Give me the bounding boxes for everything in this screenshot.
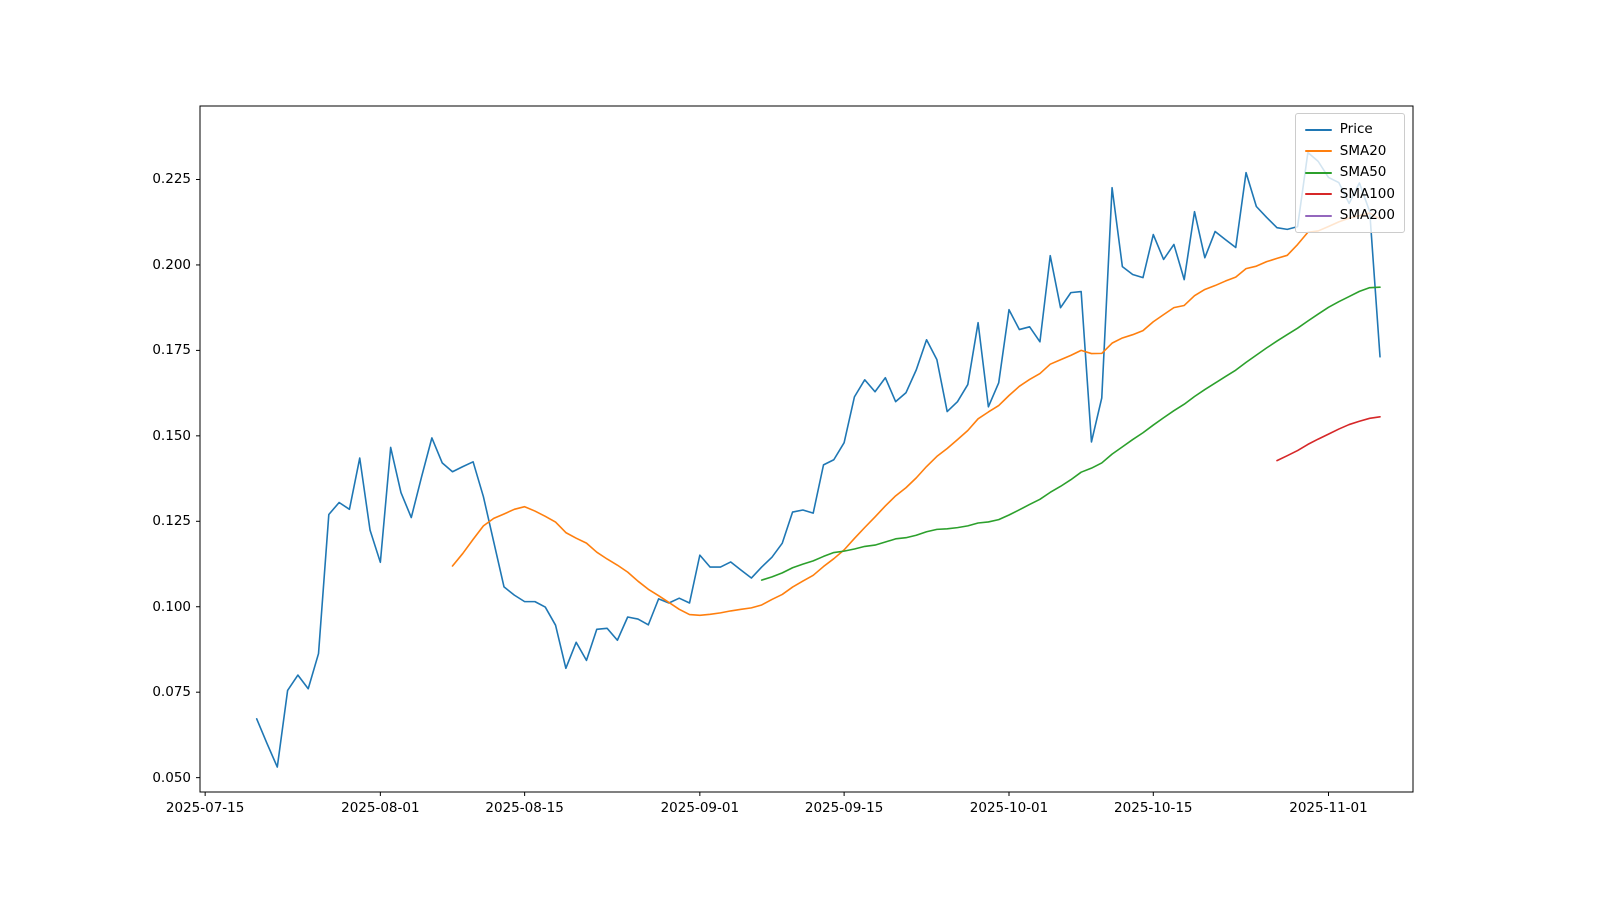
x-tick-label: 2025-09-01 [660,800,740,816]
y-tick-label: 0.100 [152,598,191,615]
axis-ticks [196,178,1329,796]
x-tick-label: 2025-11-01 [1289,800,1368,816]
x-tick-label: 2025-10-01 [969,800,1049,816]
x-tick-label: 2025-08-01 [341,800,420,816]
series-line-price [255,151,1381,768]
sma200-line-sample [1304,214,1332,217]
legend-label: SMA50 [1339,164,1387,180]
x-tick-label: 2025-09-15 [804,800,884,816]
legend-label: SMA200 [1339,207,1395,223]
sma20-line-sample [1304,150,1332,153]
sma50-line-sample [1304,171,1332,174]
y-tick-label: 0.225 [152,171,191,188]
x-tick-label: 2025-07-15 [165,800,245,816]
y-tick-label: 0.200 [152,256,191,273]
y-tick-label: 0.050 [152,769,191,786]
y-tick-label: 0.175 [152,342,191,359]
legend-entry-price: Price [1304,119,1395,141]
y-tick-label: 0.125 [152,513,191,530]
legend-entry-sma50: SMA50 [1304,162,1395,184]
series-line-sma20 [451,212,1381,617]
series-line-sma50 [760,286,1381,581]
y-tick-label: 0.075 [152,684,191,701]
y-tick-label: 0.150 [152,427,191,444]
x-tick-label: 2025-08-15 [485,800,564,816]
sma100-line-sample [1304,193,1332,196]
legend-label: Price [1339,121,1373,137]
price-line-sample [1304,128,1332,131]
x-tick-label: 2025-10-15 [1114,800,1193,816]
axes-frame [199,105,1414,793]
series-lines [255,151,1381,768]
legend: Price SMA20 SMA50 SMA100 SMA200 [1294,113,1405,233]
legend-entry-sma20: SMA20 [1304,141,1395,163]
legend-entry-sma200: SMA200 [1304,205,1395,227]
legend-entry-sma100: SMA100 [1304,184,1395,206]
legend-label: SMA20 [1339,142,1387,159]
legend-label: SMA100 [1339,185,1395,202]
series-line-sma100 [1276,416,1381,462]
